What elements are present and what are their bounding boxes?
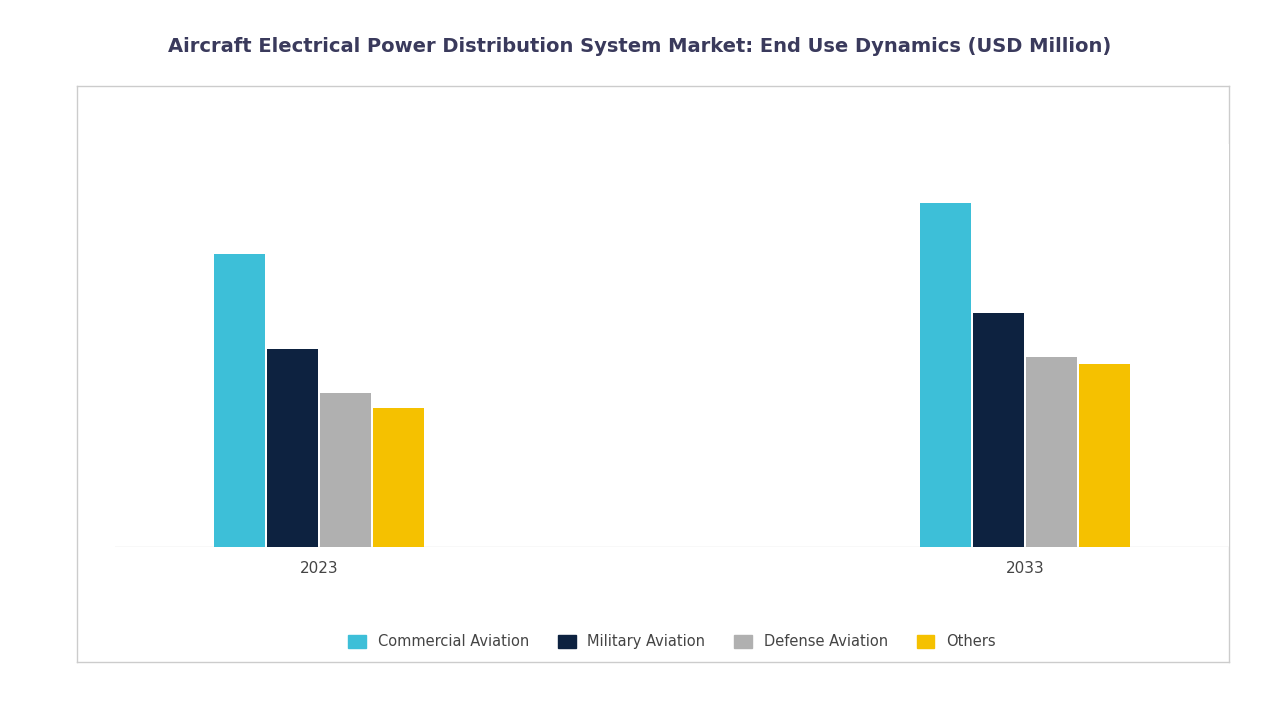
Bar (268, 349, 319, 547)
Bar (214, 254, 265, 547)
Bar (1025, 356, 1076, 547)
Bar (372, 408, 424, 547)
Bar (320, 393, 371, 547)
Legend: Commercial Aviation, Military Aviation, Defense Aviation, Others: Commercial Aviation, Military Aviation, … (342, 627, 1002, 657)
Bar (920, 202, 972, 547)
Bar (1079, 364, 1130, 547)
Bar (973, 312, 1024, 547)
Text: Aircraft Electrical Power Distribution System Market: End Use Dynamics (USD Mill: Aircraft Electrical Power Distribution S… (169, 37, 1111, 56)
